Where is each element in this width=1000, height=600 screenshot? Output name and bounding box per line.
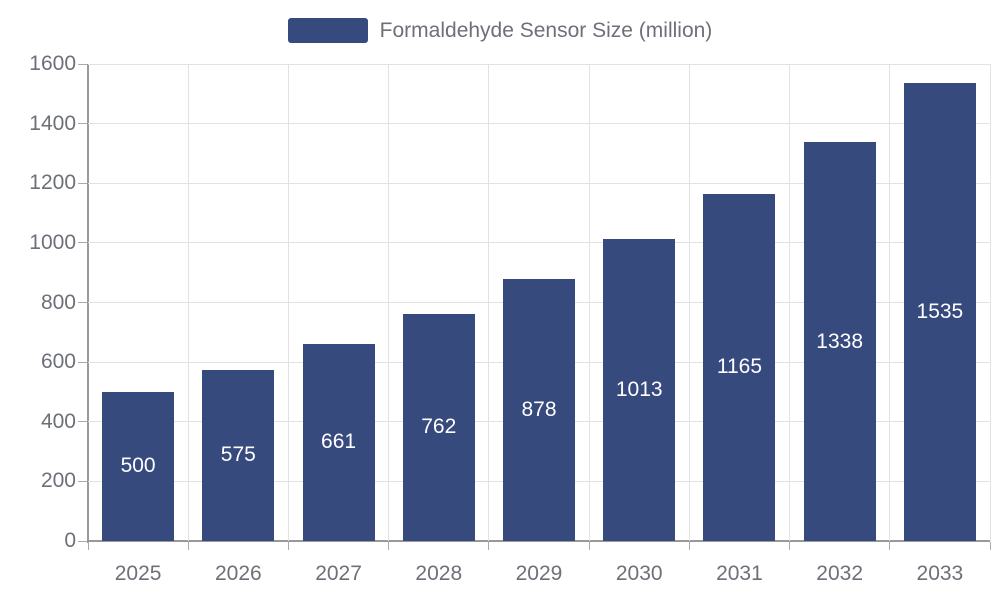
y-gridline [88, 123, 990, 125]
y-axis-tick [78, 540, 87, 542]
y-axis-tick [78, 123, 87, 125]
bar-2031: 1165 [703, 193, 776, 541]
y-axis-tick-label: 1400 [29, 111, 76, 135]
x-gridline [588, 64, 590, 541]
x-axis-tick [688, 542, 690, 550]
x-gridline [889, 64, 891, 541]
y-axis-tick [78, 63, 87, 65]
x-gridline [287, 64, 289, 541]
x-axis-tick-label: 2025 [114, 562, 162, 585]
x-axis-line [87, 540, 990, 542]
y-axis-tick [78, 421, 87, 423]
y-axis-tick-label: 400 [40, 409, 76, 433]
y-axis-tick-label: 800 [40, 290, 76, 314]
x-axis-tick-label: 2032 [816, 562, 864, 585]
x-axis-tick-label: 2029 [515, 562, 563, 585]
bar-value-label: 1338 [816, 329, 864, 353]
y-axis-tick [78, 480, 87, 482]
x-axis-tick [889, 542, 891, 550]
legend-label: Formaldehyde Sensor Size (million) [379, 19, 713, 42]
bar-2032: 1338 [803, 142, 876, 541]
x-axis-tick [187, 542, 189, 550]
x-axis-tick-label: 2027 [315, 562, 362, 585]
y-axis-tick [78, 242, 87, 244]
bar-2027: 661 [302, 343, 375, 541]
y-gridline [88, 182, 990, 184]
x-axis-tick [989, 542, 991, 550]
bar-value-label: 1013 [615, 377, 663, 401]
y-axis-tick [78, 361, 87, 363]
x-axis-tick [388, 542, 390, 550]
y-axis-tick-label: 0 [64, 529, 76, 552]
bar-2028: 762 [402, 313, 475, 541]
bar-value-label: 1535 [916, 300, 964, 324]
x-axis-tick [789, 542, 791, 550]
y-axis-tick-label: 1200 [29, 171, 76, 195]
plot-area: 500 575 661 762 878 1013 1165 1338 1535 [78, 63, 991, 550]
x-gridline [388, 64, 390, 541]
bar-2029: 878 [503, 279, 575, 541]
x-axis-tick-label: 2031 [716, 562, 763, 585]
bar-value-label: 575 [220, 443, 256, 467]
x-axis-tick [488, 542, 490, 550]
x-axis-tick-label: 2030 [615, 562, 663, 585]
x-gridline [688, 64, 690, 541]
x-axis-tick [287, 542, 289, 550]
bar-value-label: 762 [421, 415, 457, 439]
bar-value-label: 661 [321, 430, 357, 454]
x-axis-tick-label: 2033 [916, 562, 964, 585]
y-axis-tick [78, 302, 87, 303]
y-axis-line [87, 64, 89, 543]
x-axis-tick-label: 2028 [415, 562, 463, 585]
bar-value-label: 500 [120, 454, 156, 478]
bar-2030: 1013 [603, 238, 676, 541]
y-axis-tick-label: 600 [40, 350, 76, 374]
y-gridline [88, 63, 990, 65]
y-axis-tick-label: 1000 [29, 230, 76, 254]
y-axis-tick-label: 200 [40, 469, 76, 493]
x-axis-tick [87, 542, 89, 550]
bar-2026: 575 [202, 369, 275, 541]
y-axis-tick-label: 1600 [29, 52, 76, 75]
y-axis-tick [78, 182, 87, 184]
x-axis-tick-label: 2026 [214, 562, 262, 585]
bar-value-label: 1165 [716, 355, 763, 379]
y-gridline [88, 242, 990, 244]
legend-swatch-icon [287, 18, 368, 43]
bar-2025: 500 [102, 391, 175, 541]
x-axis-tick [588, 542, 590, 550]
x-gridline [989, 64, 991, 541]
x-gridline [187, 64, 189, 541]
bar-2033: 1535 [903, 83, 976, 541]
bar-value-label: 878 [521, 398, 557, 422]
x-gridline [488, 64, 490, 541]
legend-item[interactable]: Formaldehyde Sensor Size (million) [0, 18, 1000, 43]
x-gridline [789, 64, 791, 541]
